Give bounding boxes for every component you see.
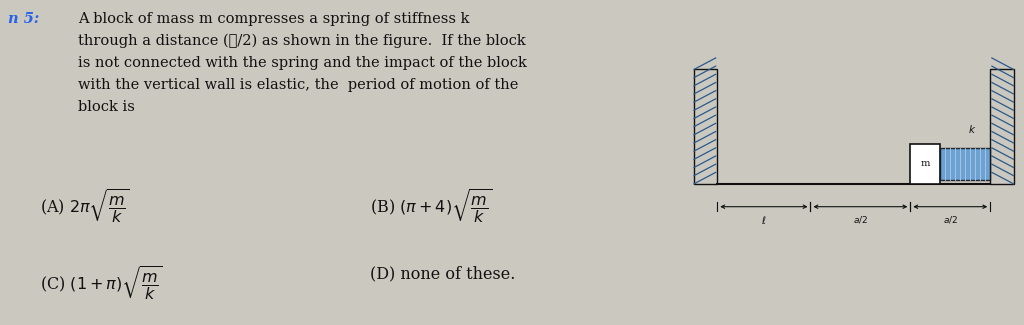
Text: (C) $(1+\pi)\sqrt{\dfrac{m}{k}}$: (C) $(1+\pi)\sqrt{\dfrac{m}{k}}$ xyxy=(40,265,163,303)
Text: A block of mass m compresses a spring of stiffness k: A block of mass m compresses a spring of… xyxy=(78,12,469,26)
Bar xyxy=(910,144,940,184)
Text: $a/2$: $a/2$ xyxy=(943,214,957,225)
Text: with the vertical wall is elastic, the  period of motion of the: with the vertical wall is elastic, the p… xyxy=(78,78,518,92)
Bar xyxy=(940,148,990,179)
Text: block is: block is xyxy=(78,100,135,114)
Bar xyxy=(990,70,1014,184)
Text: through a distance (ℓ/2) as shown in the figure.  If the block: through a distance (ℓ/2) as shown in the… xyxy=(78,34,525,48)
Text: (D) none of these.: (D) none of these. xyxy=(370,265,515,282)
Text: $\ell$: $\ell$ xyxy=(761,214,767,226)
Bar xyxy=(694,70,718,184)
Text: $a/2$: $a/2$ xyxy=(853,214,868,225)
Text: (B) $(\pi+4)\sqrt{\dfrac{m}{k}}$: (B) $(\pi+4)\sqrt{\dfrac{m}{k}}$ xyxy=(370,188,493,226)
Text: (A) $2\pi\sqrt{\dfrac{m}{k}}$: (A) $2\pi\sqrt{\dfrac{m}{k}}$ xyxy=(40,188,130,226)
Text: m: m xyxy=(921,159,930,168)
Text: is not connected with the spring and the impact of the block: is not connected with the spring and the… xyxy=(78,56,527,70)
Text: n 5:: n 5: xyxy=(8,12,39,26)
Text: $k$: $k$ xyxy=(968,123,976,135)
